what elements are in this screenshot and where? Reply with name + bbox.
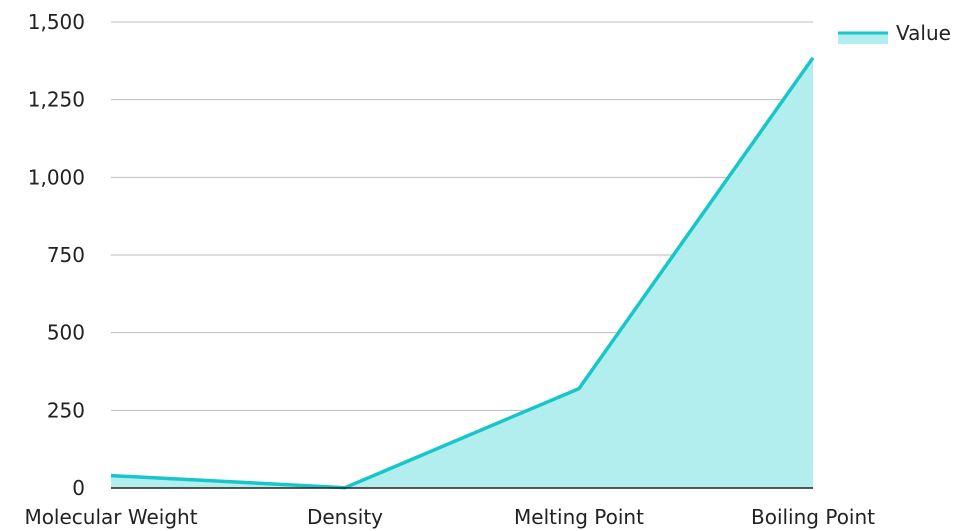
legend-label-value: Value — [896, 21, 951, 45]
y-tick-label: 1,000 — [28, 165, 85, 189]
y-tick-label: 500 — [47, 321, 85, 345]
x-tick-label: Melting Point — [514, 505, 644, 529]
y-tick-label: 1,500 — [28, 10, 85, 34]
x-axis-tick-labels: Molecular Weight Density Melting Point Boil… — [24, 505, 875, 529]
y-tick-label: 750 — [47, 243, 85, 267]
y-tick-label: 1,250 — [28, 88, 85, 112]
y-tick-label: 250 — [47, 398, 85, 422]
legend: Value — [838, 21, 951, 45]
area-layer — [110, 56, 815, 490]
x-tick-label: Boiling Point — [751, 505, 875, 529]
legend-swatch-fill — [838, 33, 888, 44]
x-tick-label: Density — [307, 505, 383, 529]
y-axis-tick-labels: 0 250 500 750 1,000 1,250 1,500 — [28, 10, 85, 500]
series-line-value — [110, 56, 815, 490]
x-tick-label: Molecular Weight — [24, 505, 197, 529]
series-area-value — [111, 57, 813, 489]
y-tick-label: 0 — [72, 476, 85, 500]
